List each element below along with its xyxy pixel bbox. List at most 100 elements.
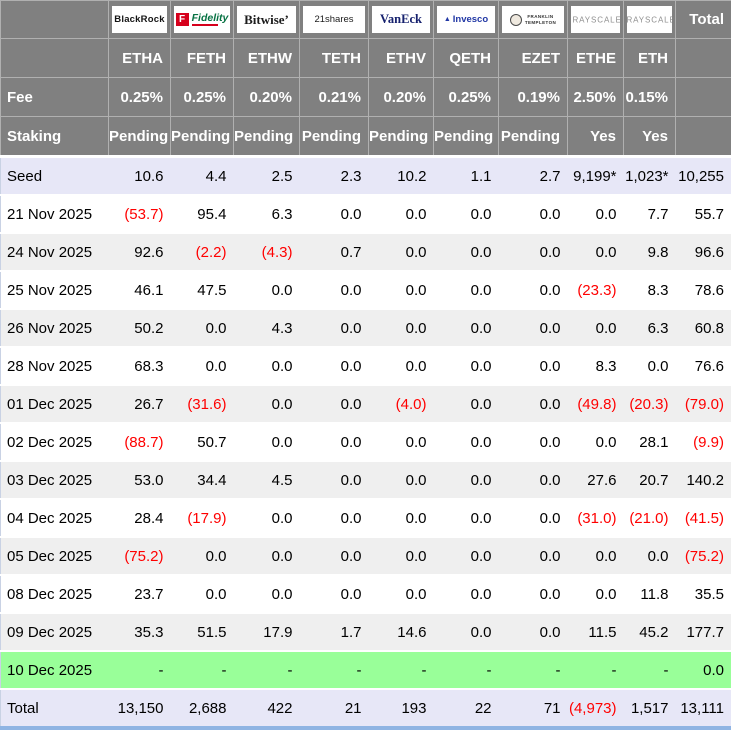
flow-value-feth: 47.5: [171, 271, 234, 309]
flow-value-ethe: (49.8): [568, 385, 624, 423]
flow-value-eth: (21.0): [624, 499, 676, 537]
flow-value-ethv: 0.0: [369, 499, 434, 537]
flow-value-ethe: 9,199*: [568, 157, 624, 196]
bitwise-header-cell: Bitwise’: [234, 1, 300, 39]
flow-value-ethv: (4.0): [369, 385, 434, 423]
fee-teth: 0.21%: [300, 78, 369, 117]
flow-value-teth: 0.0: [300, 499, 369, 537]
flow-value-qeth: 0.0: [434, 309, 499, 347]
row-label: 10 Dec 2025: [1, 651, 109, 689]
flow-value-ethv: 0.0: [369, 537, 434, 575]
blackrock-header-cell: BlackRock: [109, 1, 171, 39]
flow-value-etha: -: [109, 651, 171, 689]
flow-value-etha: 28.4: [109, 499, 171, 537]
flow-value-ethe: -: [568, 651, 624, 689]
row-label: 25 Nov 2025: [1, 271, 109, 309]
flow-value-ethv: 10.2: [369, 157, 434, 196]
fee-qeth: 0.25%: [434, 78, 499, 117]
ticker-row-label: [1, 39, 109, 78]
flow-value-qeth: 1.1: [434, 157, 499, 196]
ticker-feth: FETH: [171, 39, 234, 78]
flow-value-etha: (75.2): [109, 537, 171, 575]
ticker-total-spacer: [676, 39, 731, 78]
fee-eth: 0.15%: [624, 78, 676, 117]
flow-value-ethe: 0.0: [568, 233, 624, 271]
row-total: (79.0): [676, 385, 731, 423]
corner-cell: [1, 1, 109, 39]
flow-value-ethw: (4.3): [234, 233, 300, 271]
invesco-logo-text: ▲Invesco: [444, 14, 488, 25]
flow-value-feth: 0.0: [171, 347, 234, 385]
row-total: 55.7: [676, 195, 731, 233]
flow-value-ezet: 2.7: [499, 157, 568, 196]
flow-value-teth: 21: [300, 689, 369, 726]
row-total: 96.6: [676, 233, 731, 271]
flow-value-qeth: 0.0: [434, 233, 499, 271]
flow-value-feth: 0.0: [171, 537, 234, 575]
flow-value-teth: 1.7: [300, 613, 369, 651]
flow-value-qeth: 0.0: [434, 575, 499, 613]
flow-value-feth: (17.9): [171, 499, 234, 537]
flow-value-ethw: 0.0: [234, 347, 300, 385]
ticker-teth: TETH: [300, 39, 369, 78]
flow-value-ethv: 0.0: [369, 423, 434, 461]
flow-value-eth: -: [624, 651, 676, 689]
fee-row-label: Fee: [1, 78, 109, 117]
flow-value-feth: 34.4: [171, 461, 234, 499]
flow-value-etha: 23.7: [109, 575, 171, 613]
flow-value-ezet: 0.0: [499, 347, 568, 385]
staking-feth: Pending: [171, 117, 234, 157]
staking-etha: Pending: [109, 117, 171, 157]
flow-value-teth: 0.0: [300, 347, 369, 385]
flow-value-eth: 7.7: [624, 195, 676, 233]
21shares-header-cell: 21shares: [300, 1, 369, 39]
vaneck-logo: VanEck: [372, 6, 430, 33]
fidelity-header-cell: F Fidelity: [171, 1, 234, 39]
row-total: 177.7: [676, 613, 731, 651]
flow-value-qeth: 0.0: [434, 271, 499, 309]
flow-value-ezet: 0.0: [499, 575, 568, 613]
flow-value-ezet: 0.0: [499, 613, 568, 651]
flow-value-ezet: 0.0: [499, 423, 568, 461]
flow-value-ethw: 4.3: [234, 309, 300, 347]
staking-ethv: Pending: [369, 117, 434, 157]
flow-value-ethv: 0.0: [369, 461, 434, 499]
flow-value-eth: 8.3: [624, 271, 676, 309]
bitwise-logo-text: Bitwise’: [244, 12, 289, 28]
flow-value-ethe: 27.6: [568, 461, 624, 499]
fee-ethe: 2.50%: [568, 78, 624, 117]
flow-value-ethw: 6.3: [234, 195, 300, 233]
row-label: 03 Dec 2025: [1, 461, 109, 499]
flow-value-ethw: 0.0: [234, 537, 300, 575]
row-label: 26 Nov 2025: [1, 309, 109, 347]
flow-value-ethw: 0.0: [234, 575, 300, 613]
flow-value-etha: 26.7: [109, 385, 171, 423]
row-label: 04 Dec 2025: [1, 499, 109, 537]
staking-ezet: Pending: [499, 117, 568, 157]
row-total: (75.2): [676, 537, 731, 575]
grayscale-logo: GRAYSCALE®: [627, 6, 672, 33]
flow-value-eth: 11.8: [624, 575, 676, 613]
ticker-qeth: QETH: [434, 39, 499, 78]
flow-value-qeth: 0.0: [434, 347, 499, 385]
flow-value-etha: 53.0: [109, 461, 171, 499]
flow-value-ethv: 0.0: [369, 309, 434, 347]
flow-value-teth: -: [300, 651, 369, 689]
flow-value-teth: 0.7: [300, 233, 369, 271]
flow-value-eth: 9.8: [624, 233, 676, 271]
flow-value-qeth: 0.0: [434, 423, 499, 461]
flow-value-eth: 0.0: [624, 537, 676, 575]
row-total: (41.5): [676, 499, 731, 537]
flow-value-feth: 0.0: [171, 309, 234, 347]
flow-value-ethw: 0.0: [234, 499, 300, 537]
flow-value-ezet: 0.0: [499, 271, 568, 309]
flow-value-etha: (88.7): [109, 423, 171, 461]
